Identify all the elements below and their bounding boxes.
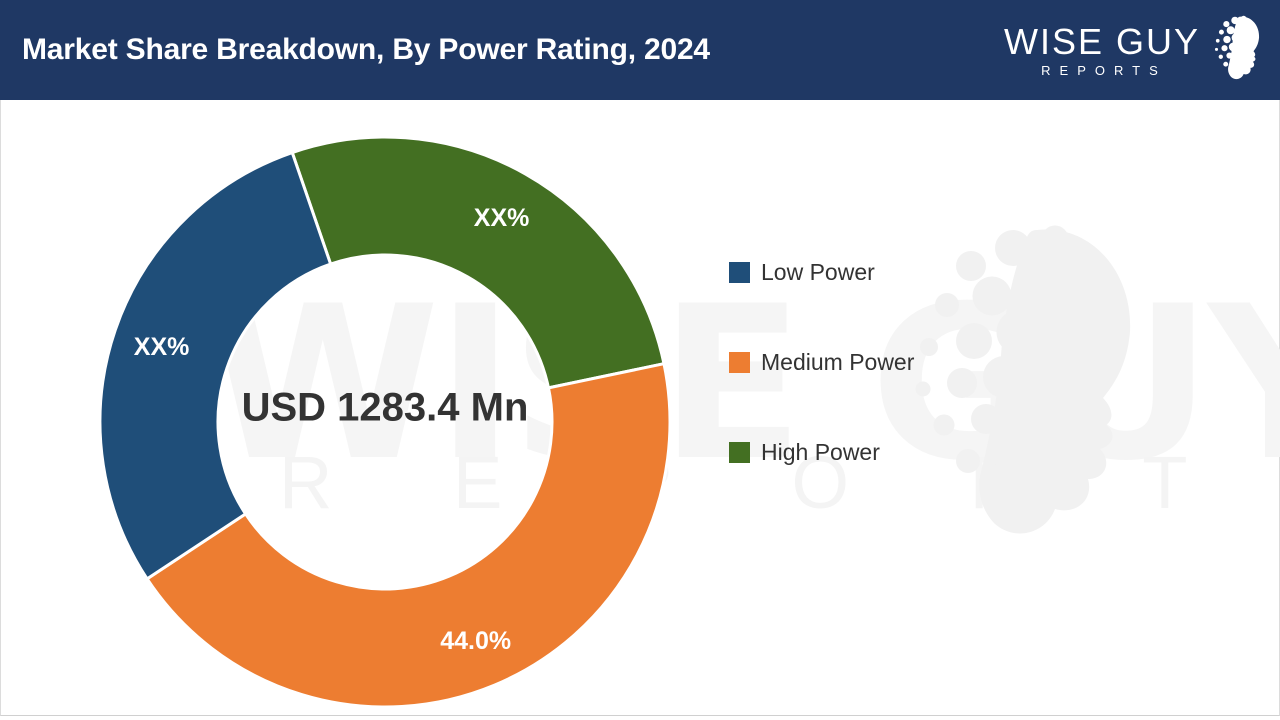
legend-item-medium-power: Medium Power (729, 349, 914, 375)
legend-swatch-low-power (729, 261, 750, 283)
legend-swatch-medium-power (729, 351, 750, 373)
donut-slice-high-power (290, 135, 666, 390)
slice-label-high-power: XX% (474, 204, 530, 232)
page-title: Market Share Breakdown, By Power Rating,… (22, 33, 710, 66)
slice-label-low-power: XX% (134, 333, 190, 361)
logo-subtitle: REPORTS (1041, 62, 1167, 78)
donut-slice-low-power (98, 151, 333, 581)
legend-swatch-high-power (729, 441, 750, 463)
donut-center-value: USD 1283.4 Mn (241, 385, 529, 430)
logo-text: WISE GUY REPORTS (1003, 20, 1200, 78)
wise-guy-reports-logo: WISE GUY REPORTS (1004, 0, 1266, 100)
watermark-reports: R E P O R T S (279, 441, 1280, 524)
legend-label: Low Power (761, 258, 875, 285)
header-bar: Market Share Breakdown, By Power Rating,… (0, 0, 1280, 100)
chart-legend: Low Power Medium Power High Power (729, 259, 914, 529)
legend-item-low-power: Low Power (729, 259, 914, 285)
legend-label: High Power (761, 438, 880, 465)
logo-wordmark: WISE GUY (1003, 20, 1200, 62)
donut-slice-medium-power (145, 362, 672, 709)
legend-item-high-power: High Power (729, 439, 914, 465)
slice-label-medium-power: 44.0% (440, 627, 511, 655)
legend-label: Medium Power (761, 348, 915, 375)
